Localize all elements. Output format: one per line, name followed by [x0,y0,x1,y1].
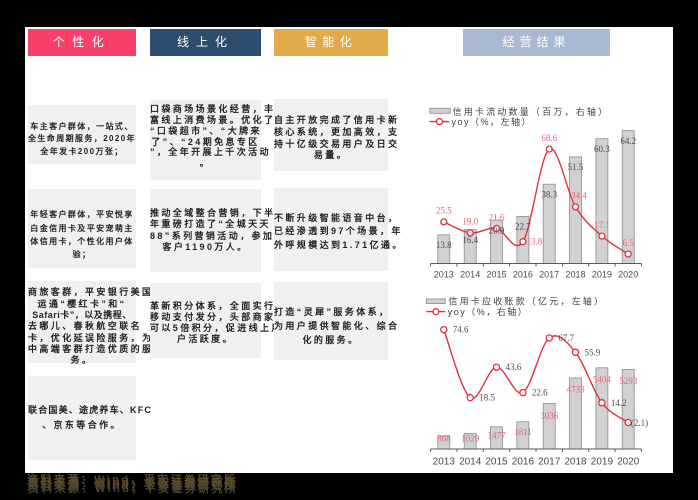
svg-text:2020: 2020 [618,269,638,279]
svg-text:25.5: 25.5 [436,206,452,216]
svg-text:51.5: 51.5 [568,162,584,172]
svg-text:4733: 4733 [567,384,586,394]
svg-text:74.6: 74.6 [453,325,469,335]
svg-text:38.3: 38.3 [541,189,557,199]
svg-text:64.2: 64.2 [620,136,636,146]
svg-text:yoy（%，左轴）: yoy（%，左轴） [452,116,533,127]
svg-text:2014: 2014 [460,269,480,279]
svg-text:14.2: 14.2 [611,398,627,408]
svg-text:13.8: 13.8 [527,237,543,247]
svg-text:yoy（%，右轴）: yoy（%，右轴） [448,306,529,317]
svg-text:2018: 2018 [565,269,585,279]
svg-text:5404: 5404 [593,375,612,385]
svg-text:68.6: 68.6 [541,133,557,143]
svg-text:3036: 3036 [540,411,559,421]
svg-text:17.1: 17.1 [594,220,610,230]
svg-text:67.7: 67.7 [558,333,574,343]
svg-text:34.4: 34.4 [571,191,587,201]
svg-text:1029: 1029 [461,434,480,444]
svg-text:43.6: 43.6 [506,362,522,372]
svg-text:2013: 2013 [433,457,456,468]
svg-text:19.0: 19.0 [462,217,478,227]
svg-text:2019: 2019 [591,457,614,468]
svg-text:(2.1): (2.1) [631,418,648,428]
svg-text:22.6: 22.6 [532,388,548,398]
svg-text:2015: 2015 [486,269,506,279]
svg-text:2014: 2014 [459,457,482,468]
svg-text:16.4: 16.4 [462,235,478,245]
svg-text:868: 868 [437,434,451,444]
svg-text:18.5: 18.5 [479,393,495,403]
svg-text:13.8: 13.8 [436,240,452,250]
svg-text:22.7: 22.7 [515,222,531,232]
svg-text:信用卡应收账款（亿元，左轴）: 信用卡应收账款（亿元，左轴） [448,296,605,307]
svg-text:2017: 2017 [539,269,559,279]
svg-text:6.5: 6.5 [623,238,635,248]
svg-text:1477: 1477 [488,431,507,441]
svg-text:1811: 1811 [514,427,532,437]
svg-text:55.9: 55.9 [585,347,601,357]
svg-text:60.3: 60.3 [594,144,610,154]
svg-text:2016: 2016 [513,269,533,279]
svg-text:信用卡流动数量（百万，右轴）: 信用卡流动数量（百万，右轴） [453,106,610,117]
svg-text:20.9: 20.9 [489,225,505,235]
svg-text:21.6: 21.6 [489,212,505,222]
svg-text:5293: 5293 [619,376,638,386]
svg-text:2016: 2016 [512,457,535,468]
svg-text:2019: 2019 [592,269,612,279]
svg-text:2017: 2017 [538,457,561,468]
svg-text:2020: 2020 [617,457,640,468]
svg-text:2018: 2018 [564,457,587,468]
svg-text:2015: 2015 [485,457,508,468]
svg-text:2013: 2013 [434,269,454,279]
